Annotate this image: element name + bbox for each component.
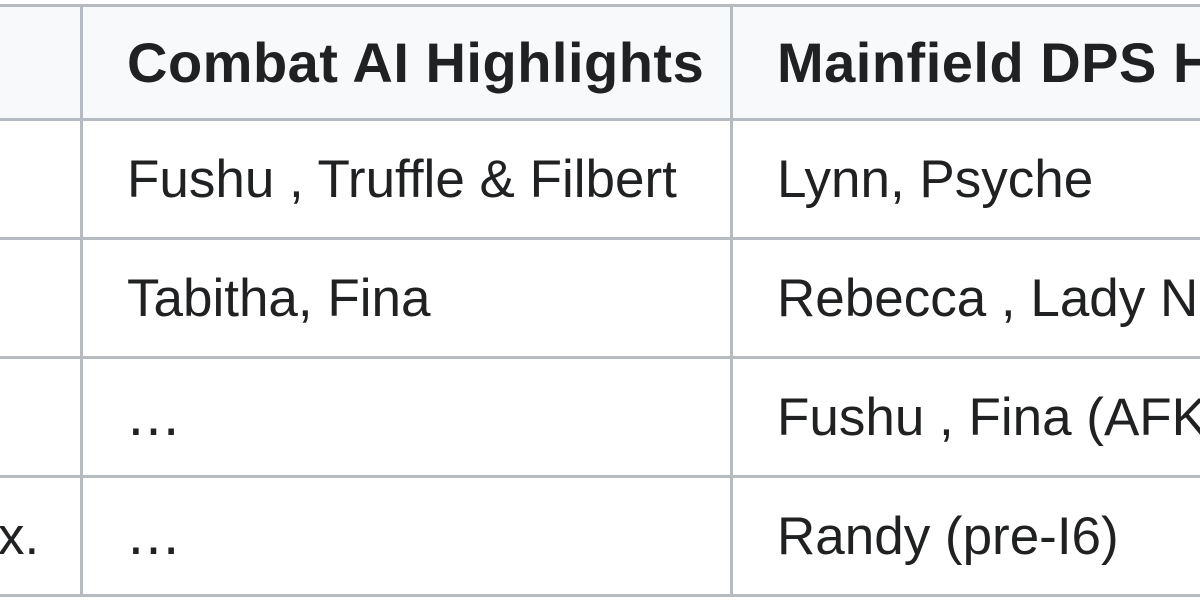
cell-mainfield-dps: Lynn, Psyche [730, 118, 1200, 240]
cell-combat-ai: Fushu , Truffle & Filbert [80, 118, 733, 240]
column-header-row-label [0, 4, 83, 121]
row-label-text: x. [0, 506, 40, 566]
comp-table: Combat AI Highlights Mainfield DPS Hi Fu… [0, 4, 1200, 597]
cell-combat-ai: … [80, 475, 733, 597]
table-row: Fushu , Truffle & Filbert Lynn, Psyche [0, 118, 1200, 240]
cell-row-label: x. [0, 475, 83, 597]
ellipsis-text: … [127, 386, 182, 448]
cell-row-label [0, 118, 83, 240]
cell-mainfield-dps: Rebecca , Lady N [730, 237, 1200, 359]
table-row: x. … Randy (pre-I6) [0, 475, 1200, 597]
column-header-mainfield-dps: Mainfield DPS Hi [730, 4, 1200, 121]
table-row: Tabitha, Fina Rebecca , Lady N [0, 237, 1200, 359]
ellipsis-text: … [127, 505, 182, 567]
cell-row-label [0, 237, 83, 359]
cell-row-label [0, 356, 83, 478]
cell-mainfield-dps: Fushu , Fina (AFK [730, 356, 1200, 478]
cell-combat-ai: Tabitha, Fina [80, 237, 733, 359]
column-header-combat-ai: Combat AI Highlights [80, 4, 733, 121]
cell-mainfield-dps: Randy (pre-I6) [730, 475, 1200, 597]
table-header-row: Combat AI Highlights Mainfield DPS Hi [0, 4, 1200, 121]
cell-combat-ai: … [80, 356, 733, 478]
table-row: … Fushu , Fina (AFK [0, 356, 1200, 478]
